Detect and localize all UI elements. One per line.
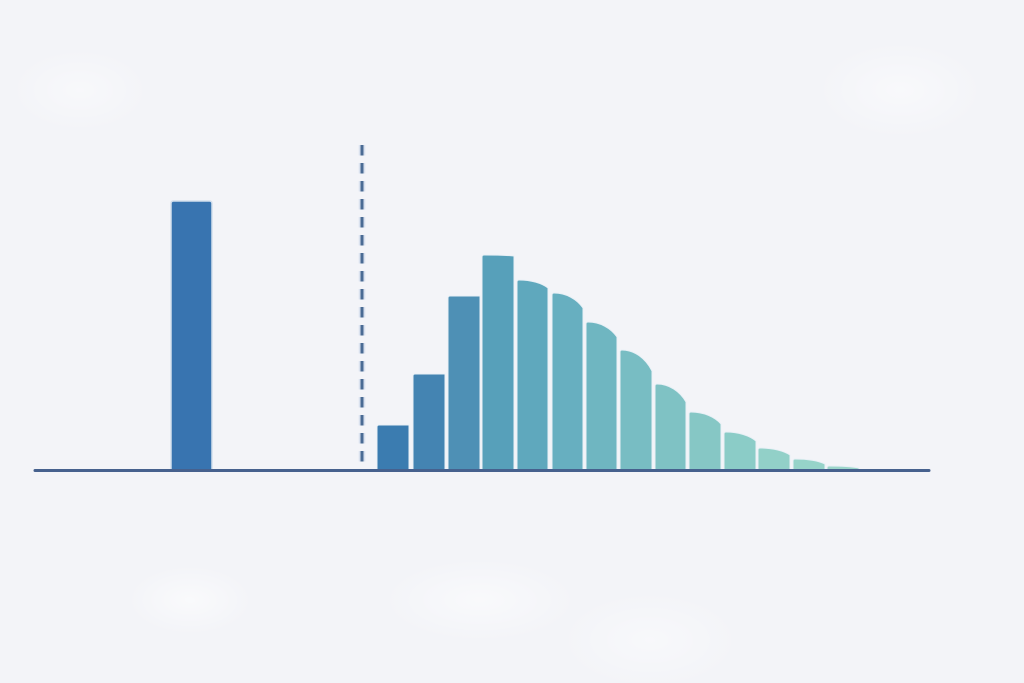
histogram-bar-7 <box>585 321 618 471</box>
histogram-bar-5 <box>516 279 549 471</box>
histogram-bar-13 <box>792 458 826 471</box>
histogram-bar-4 <box>481 254 515 471</box>
histogram-bar-8 <box>619 349 653 471</box>
left-outlier-bar <box>170 200 213 471</box>
histogram-bar-2 <box>412 373 446 471</box>
histogram-bar-11 <box>723 431 757 471</box>
histogram-bar-1 <box>376 424 410 471</box>
histogram-bar-12 <box>757 447 791 471</box>
histogram-bar-9 <box>654 383 687 471</box>
histogram-bar-3 <box>447 295 481 471</box>
histogram-bar-10 <box>688 411 722 471</box>
histogram-bar-6 <box>551 292 584 471</box>
